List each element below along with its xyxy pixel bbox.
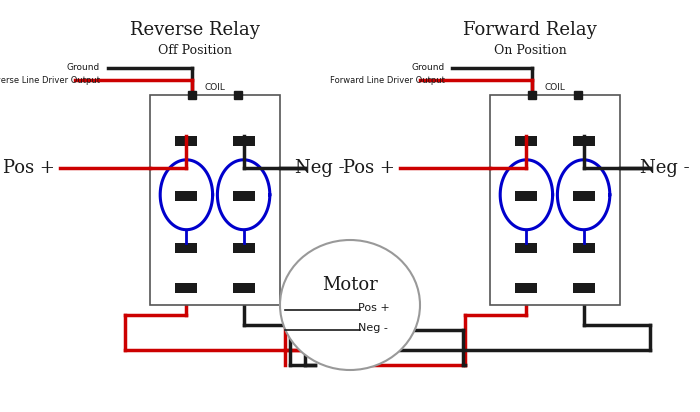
FancyBboxPatch shape [232,243,255,253]
Text: Ground: Ground [412,63,445,72]
FancyBboxPatch shape [573,243,594,253]
FancyBboxPatch shape [515,283,538,293]
Text: COIL: COIL [545,82,566,91]
Text: Neg -: Neg - [358,323,388,333]
Text: Neg -: Neg - [640,159,690,177]
FancyBboxPatch shape [573,136,594,146]
FancyBboxPatch shape [515,136,538,146]
Text: Off Position: Off Position [158,44,232,56]
FancyBboxPatch shape [515,243,538,253]
Text: Pos +: Pos + [343,159,395,177]
Text: Motor: Motor [322,276,378,294]
Text: Reverse Line Driver Output: Reverse Line Driver Output [0,75,100,84]
FancyBboxPatch shape [232,136,255,146]
Bar [490,95,620,305]
FancyBboxPatch shape [176,136,197,146]
Ellipse shape [280,240,420,370]
Text: Reverse Relay: Reverse Relay [130,21,260,39]
FancyBboxPatch shape [176,283,197,293]
FancyBboxPatch shape [176,243,197,253]
Text: Ground: Ground [66,63,100,72]
Text: On Position: On Position [494,44,566,56]
FancyBboxPatch shape [176,191,197,201]
FancyBboxPatch shape [232,191,255,201]
Bar [150,95,280,305]
Text: Neg -: Neg - [295,159,344,177]
Text: Pos +: Pos + [358,303,390,313]
FancyBboxPatch shape [232,283,255,293]
FancyBboxPatch shape [573,283,594,293]
Text: Pos +: Pos + [3,159,55,177]
Text: COIL: COIL [204,82,225,91]
FancyBboxPatch shape [515,191,538,201]
Text: Forward Relay: Forward Relay [463,21,597,39]
FancyBboxPatch shape [573,191,594,201]
Text: Forward Line Driver Output: Forward Line Driver Output [330,75,445,84]
